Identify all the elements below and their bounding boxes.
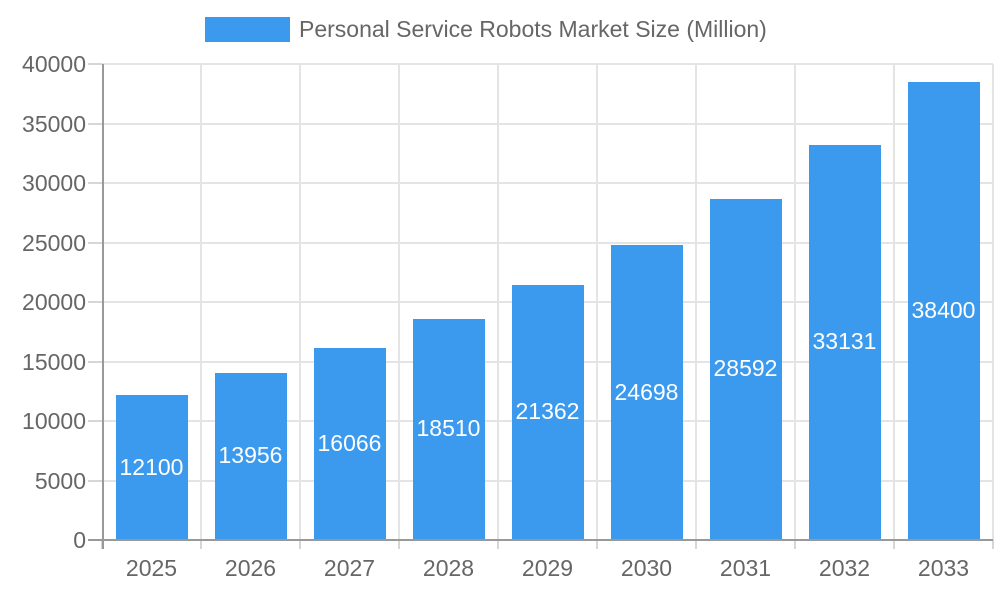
x-axis-category-label: 2025 bbox=[125, 555, 178, 581]
bar-value-label: 16066 bbox=[317, 429, 382, 456]
x-axis-category-label: 2032 bbox=[818, 555, 871, 581]
bar-value-label: 12100 bbox=[119, 453, 184, 480]
bar-value-label: 13956 bbox=[218, 442, 283, 469]
bar-value-label: 18510 bbox=[416, 415, 481, 442]
x-axis-tick bbox=[794, 540, 796, 549]
y-axis-tick-label: 0 bbox=[73, 527, 86, 553]
x-axis-category-label: 2027 bbox=[323, 555, 376, 581]
gridline-vertical bbox=[200, 64, 202, 540]
gridline-vertical bbox=[695, 64, 697, 540]
y-axis-tick bbox=[88, 182, 102, 184]
gridline-vertical bbox=[497, 64, 499, 540]
y-axis-tick bbox=[88, 122, 102, 125]
x-axis-category-label: 2033 bbox=[917, 555, 970, 581]
gridline-horizontal bbox=[102, 182, 993, 184]
bar-value-label: 21362 bbox=[515, 398, 580, 425]
y-axis-tick-label: 5000 bbox=[34, 467, 86, 494]
x-axis-category-label: 2029 bbox=[521, 555, 574, 581]
x-axis-tick bbox=[695, 540, 697, 549]
x-axis-line bbox=[88, 539, 993, 541]
gridline-vertical bbox=[893, 64, 895, 540]
gridline-horizontal bbox=[102, 63, 993, 65]
y-axis-tick-label: 35000 bbox=[22, 110, 86, 137]
x-axis-tick bbox=[497, 540, 499, 549]
bar-2025[interactable]: 12100 bbox=[115, 395, 188, 539]
y-axis-tick-label: 25000 bbox=[22, 229, 86, 256]
gridline-vertical bbox=[794, 64, 796, 540]
x-axis-tick bbox=[992, 540, 994, 549]
plot-area: 12100 13956 16066 18510 21362 24698 28592 33131… bbox=[88, 63, 994, 549]
y-axis-tick-label: 40000 bbox=[22, 51, 86, 77]
gridline-vertical bbox=[299, 64, 301, 540]
x-axis-tick bbox=[200, 540, 202, 549]
y-axis-line bbox=[102, 64, 104, 549]
bar-2028[interactable]: 18510 bbox=[412, 318, 485, 539]
y-axis-tick-label: 30000 bbox=[22, 170, 86, 196]
y-axis-tick-label: 15000 bbox=[22, 348, 86, 375]
x-axis-category-label: 2030 bbox=[620, 555, 673, 581]
bar-2032[interactable]: 33131 bbox=[808, 144, 881, 539]
y-axis-tick-label: 10000 bbox=[22, 408, 86, 434]
x-axis-category-label: 2026 bbox=[224, 555, 277, 581]
gridline-horizontal bbox=[102, 241, 993, 244]
y-axis-tick bbox=[88, 301, 102, 303]
y-axis-tick bbox=[88, 360, 102, 363]
bar-2030[interactable]: 24698 bbox=[610, 245, 683, 539]
gridline-vertical bbox=[596, 64, 598, 540]
bar-2031[interactable]: 28592 bbox=[709, 198, 782, 539]
x-axis-category-label: 2031 bbox=[719, 555, 772, 581]
x-axis-tick bbox=[893, 540, 895, 549]
bar-2026[interactable]: 13956 bbox=[214, 372, 287, 539]
y-axis-tick bbox=[88, 420, 102, 422]
y-axis-tick bbox=[88, 63, 102, 65]
x-axis-tick bbox=[299, 540, 301, 549]
bar-value-label: 38400 bbox=[911, 297, 976, 324]
bar-value-label: 24698 bbox=[614, 378, 679, 405]
legend-swatch bbox=[205, 17, 290, 42]
y-axis-tick bbox=[88, 479, 102, 482]
gridline-vertical bbox=[398, 64, 400, 540]
legend-label: Personal Service Robots Market Size (Mil… bbox=[299, 16, 767, 42]
gridline-vertical bbox=[992, 64, 994, 540]
gridline-horizontal bbox=[102, 122, 993, 125]
y-axis-tick bbox=[88, 241, 102, 244]
bar-2033[interactable]: 38400 bbox=[907, 82, 980, 539]
x-axis-tick bbox=[398, 540, 400, 549]
x-axis-tick bbox=[596, 540, 598, 549]
bar-value-label: 33131 bbox=[812, 328, 877, 355]
bar-2029[interactable]: 21362 bbox=[511, 284, 584, 539]
bar-2027[interactable]: 16066 bbox=[313, 347, 386, 539]
bar-value-label: 28592 bbox=[713, 355, 778, 382]
y-axis-tick-label: 20000 bbox=[22, 289, 86, 315]
x-axis-category-label: 2028 bbox=[422, 555, 475, 581]
legend[interactable]: Personal Service Robots Market Size (Mil… bbox=[205, 17, 767, 42]
